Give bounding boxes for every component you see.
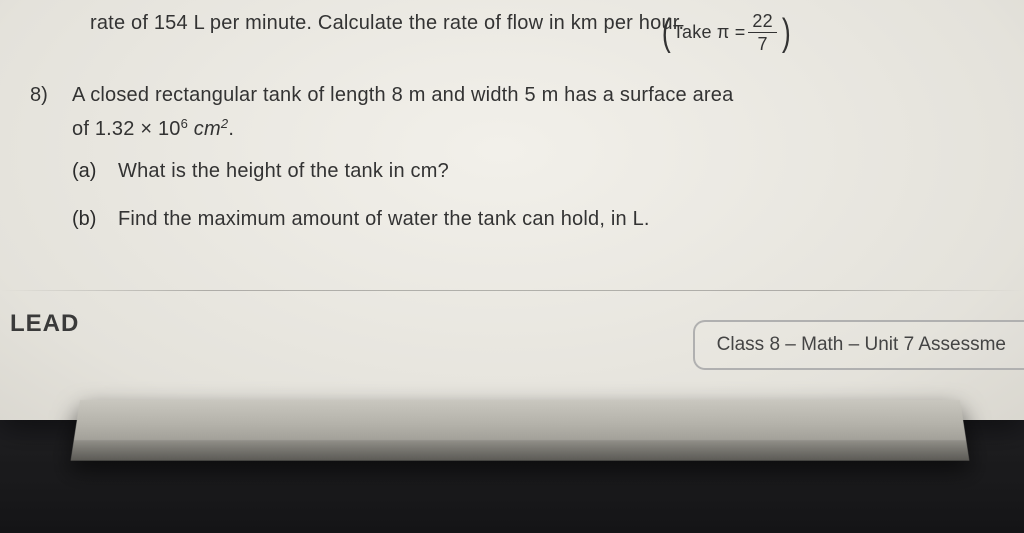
q8-number: 8) <box>30 84 48 107</box>
q8-part-a-text: What is the height of the tank in cm? <box>118 160 449 183</box>
q8-line2-suffix: . <box>228 118 234 140</box>
q8-line2: of 1.32 × 106 cm2. <box>72 118 234 141</box>
class-badge-text: Class 8 – Math – Unit 7 Assessme <box>717 334 1006 356</box>
page-content: rate of 154 L per minute. Calculate the … <box>0 0 1024 420</box>
q8-line1: A closed rectangular tank of length 8 m … <box>72 84 733 107</box>
close-paren-icon: ) <box>782 14 791 52</box>
q8-part-b-text: Find the maximum amount of water the tan… <box>118 208 650 231</box>
class-badge: Class 8 – Math – Unit 7 Assessme <box>693 320 1024 370</box>
worksheet-page: rate of 154 L per minute. Calculate the … <box>0 0 1024 420</box>
page-stack-edge <box>71 400 970 461</box>
open-paren-icon: ( <box>662 14 671 52</box>
pi-fraction: 22 7 <box>748 12 776 53</box>
q7-pi-note: ( Take π = 22 7 ) <box>660 12 793 53</box>
q8-unit-cm: cm <box>188 118 221 140</box>
q8-part-a-label: (a) <box>72 160 96 183</box>
divider-rule <box>0 290 1024 291</box>
pi-numerator: 22 <box>748 12 776 33</box>
q8-unit-exp: 2 <box>221 116 228 131</box>
q7-fragment-text: rate of 154 L per minute. Calculate the … <box>90 12 684 35</box>
q8-part-b-label: (b) <box>72 208 96 231</box>
brand-lead: LEAD <box>10 310 79 338</box>
q8-exp: 6 <box>181 116 188 131</box>
pi-denominator: 7 <box>758 33 768 53</box>
q8-line2-prefix: of 1.32 × 10 <box>72 118 181 140</box>
take-pi-label: Take π = <box>673 22 746 43</box>
